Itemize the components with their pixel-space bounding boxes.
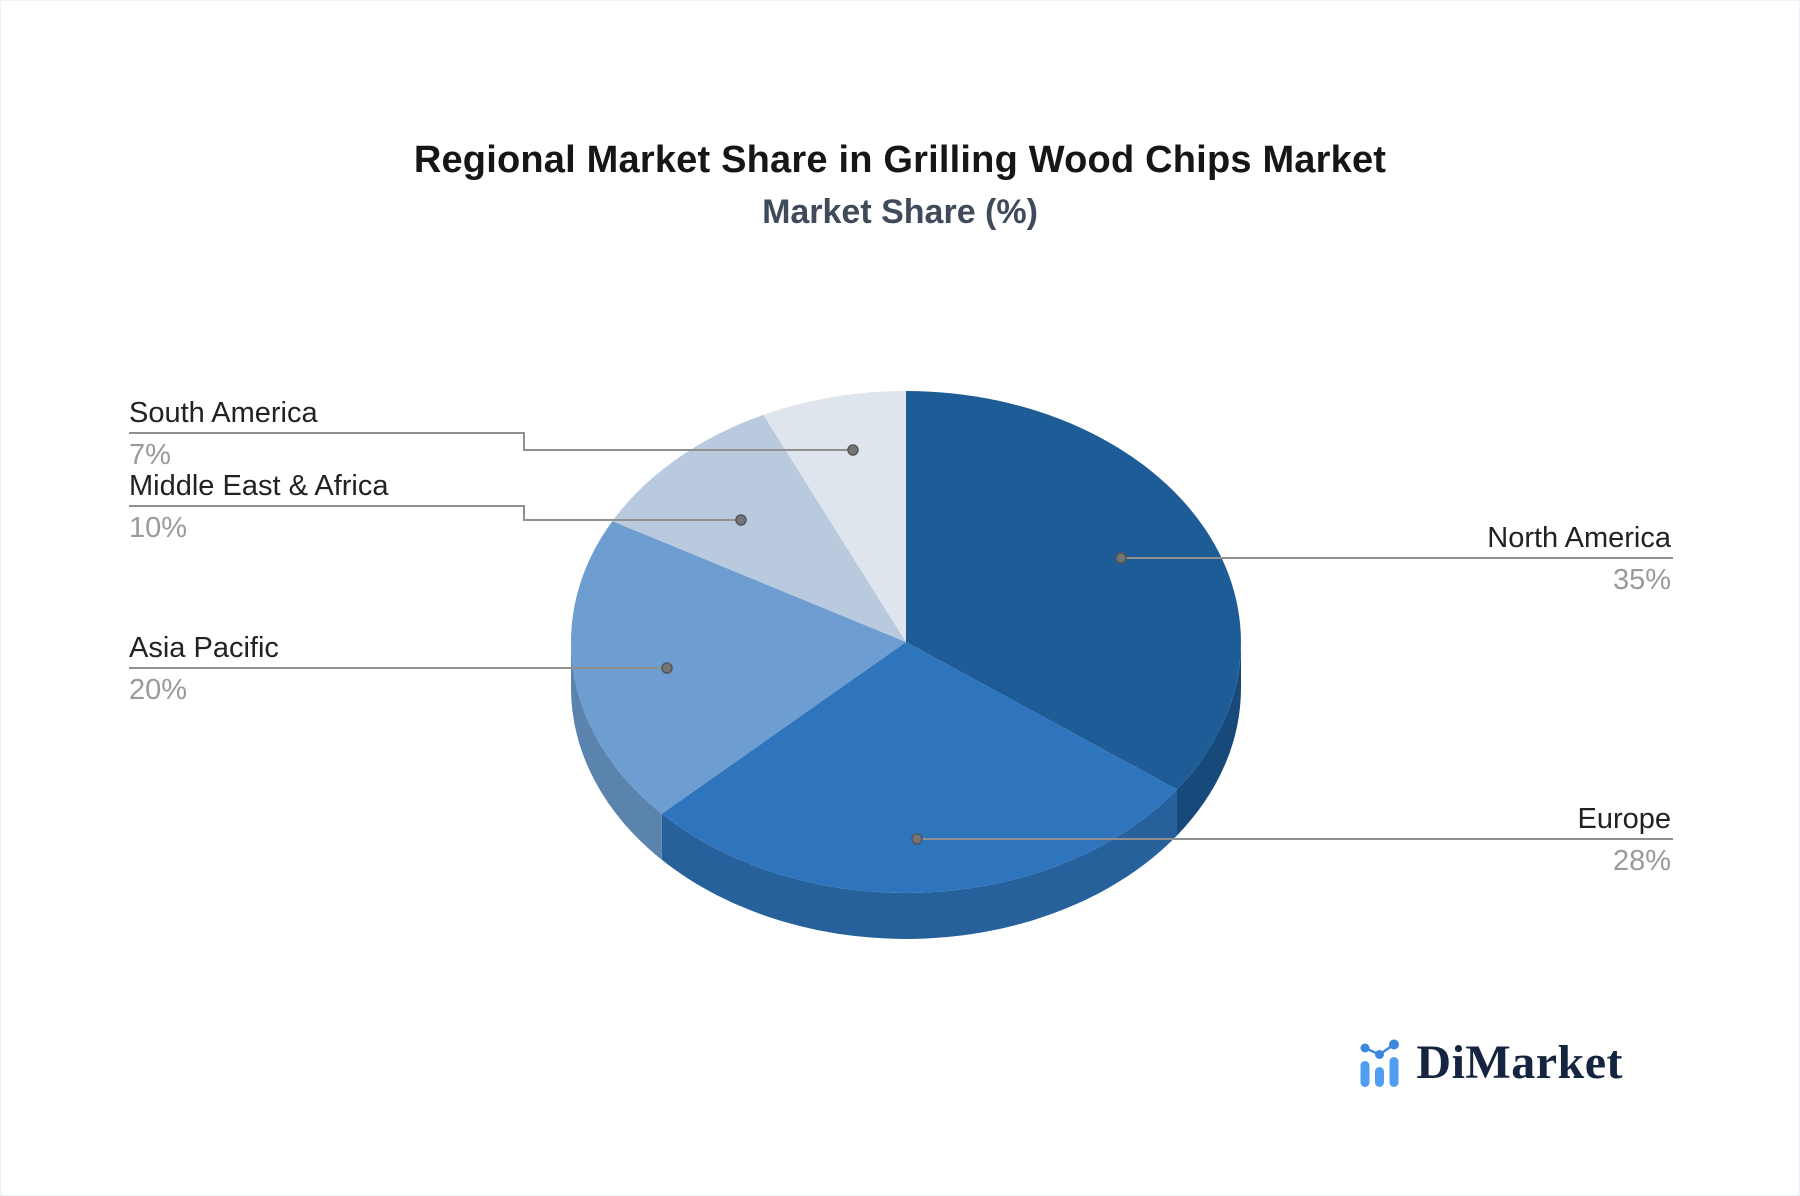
slice-value: 7% xyxy=(129,439,171,471)
slice-value: 20% xyxy=(129,674,188,706)
leader-dot-europe xyxy=(911,833,923,845)
pie-slice-south-america[interactable] xyxy=(763,391,906,642)
leader-dot-asia-pacific xyxy=(661,662,673,674)
slice-value: 35% xyxy=(1612,564,1671,596)
brand-name: DiMarket xyxy=(1416,1036,1623,1089)
pie-slice-asia-pacific[interactable] xyxy=(570,521,906,814)
slice-label: Europe xyxy=(1577,803,1671,835)
leader-dot-middle-east-africa xyxy=(735,514,747,526)
slice-label: South America xyxy=(129,397,318,429)
chart-subtitle: Market Share (%) xyxy=(762,193,1038,231)
leader-line-middle-east-africa xyxy=(129,505,741,521)
callout-north-america: North America 35% xyxy=(1251,518,1671,600)
logo-bar xyxy=(1360,1061,1370,1087)
bar-line-chart-icon xyxy=(1360,1039,1400,1087)
logo-bar xyxy=(1389,1057,1399,1087)
callout-europe: Europe 28% xyxy=(1251,799,1671,881)
logo-dot xyxy=(1389,1039,1400,1050)
pie-slice-middle-east-africa[interactable] xyxy=(612,414,906,642)
slice-label: North America xyxy=(1487,522,1671,554)
callout-asia-pacific: Asia Pacific 20% xyxy=(129,628,549,710)
leader-dot-south-america xyxy=(847,444,859,456)
slice-value: 10% xyxy=(129,512,188,544)
logo-dot xyxy=(1360,1043,1370,1053)
callout-south-america: South America 7% xyxy=(129,393,549,475)
logo-dot xyxy=(1375,1050,1385,1059)
slice-label: Middle East & Africa xyxy=(129,470,389,502)
brand-watermark: DiMarket xyxy=(1359,1037,1623,1089)
pie-slice-side-asia-pacific xyxy=(571,642,662,860)
leader-line-south-america xyxy=(129,432,853,451)
pie-slice-side-europe xyxy=(661,789,1177,939)
pie-slice-north-america[interactable] xyxy=(906,391,1241,790)
logo-bar xyxy=(1375,1067,1385,1087)
pie-slice-side-north-america xyxy=(1177,642,1241,836)
pie-slice-europe[interactable] xyxy=(661,642,1177,893)
leader-dot-north-america xyxy=(1115,552,1127,564)
chart-title: Regional Market Share in Grilling Wood C… xyxy=(413,139,1387,181)
callout-middle-east-africa: Middle East & Africa 10% xyxy=(129,466,549,548)
slice-value: 28% xyxy=(1612,845,1671,877)
slice-label: Asia Pacific xyxy=(129,632,279,664)
